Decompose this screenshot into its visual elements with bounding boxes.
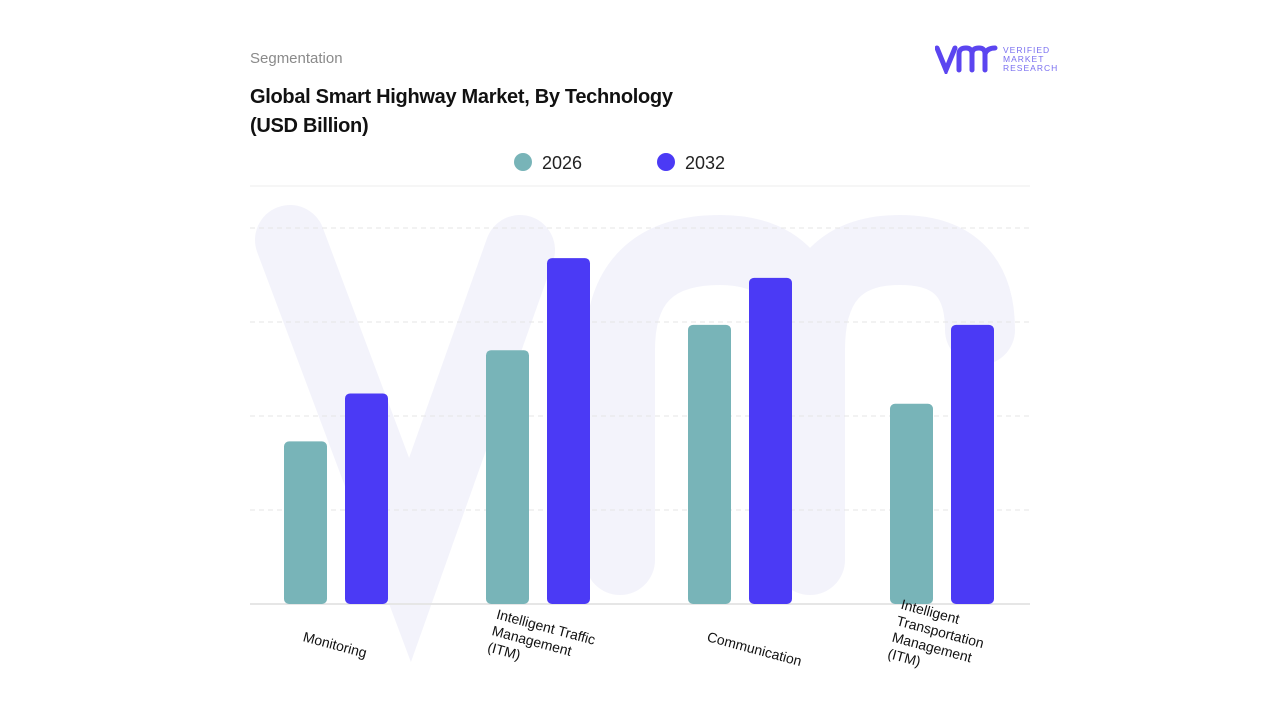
bar-2026-3 (890, 403, 933, 604)
bar-2032-1 (547, 258, 590, 604)
bar-2032-3 (951, 324, 994, 604)
x-tick-label-line: Communication (705, 628, 803, 669)
chart-title-line1: Global Smart Highway Market, By Technolo… (250, 86, 673, 108)
bar-2026-2 (688, 324, 731, 604)
x-tick-label: IntelligentTransportationManagement(ITM) (886, 596, 990, 684)
brand-logo: VERIFIED MARKET RESEARCH (935, 44, 1058, 74)
bar-2026-0 (284, 441, 327, 604)
x-tick-label: Intelligent TrafficManagement(ITM) (486, 606, 597, 681)
legend-label-2032: 2032 (685, 153, 725, 173)
bar-2026-1 (486, 350, 529, 604)
watermark-logo (255, 205, 1015, 663)
legend-marker-2032 (657, 153, 675, 171)
logo-text-2: MARKET (1003, 53, 1045, 64)
x-tick-label-line: Monitoring (301, 628, 368, 660)
vmr-logo-icon (935, 45, 998, 74)
x-tick-label: Monitoring (301, 628, 368, 660)
section-label: Segmentation (250, 50, 343, 67)
bar-2032-2 (749, 277, 792, 604)
bar-2032-0 (345, 393, 388, 604)
x-tick-label: Communication (705, 628, 803, 669)
chart-title-line2: (USD Billion) (250, 115, 369, 137)
legend-label-2026: 2026 (542, 153, 582, 173)
legend-marker-2026 (514, 153, 532, 171)
logo-text-1: VERIFIED (1003, 44, 1051, 55)
logo-text-3: RESEARCH (1003, 62, 1059, 73)
chart-title: Global Smart Highway Market, By Technolo… (250, 83, 673, 141)
